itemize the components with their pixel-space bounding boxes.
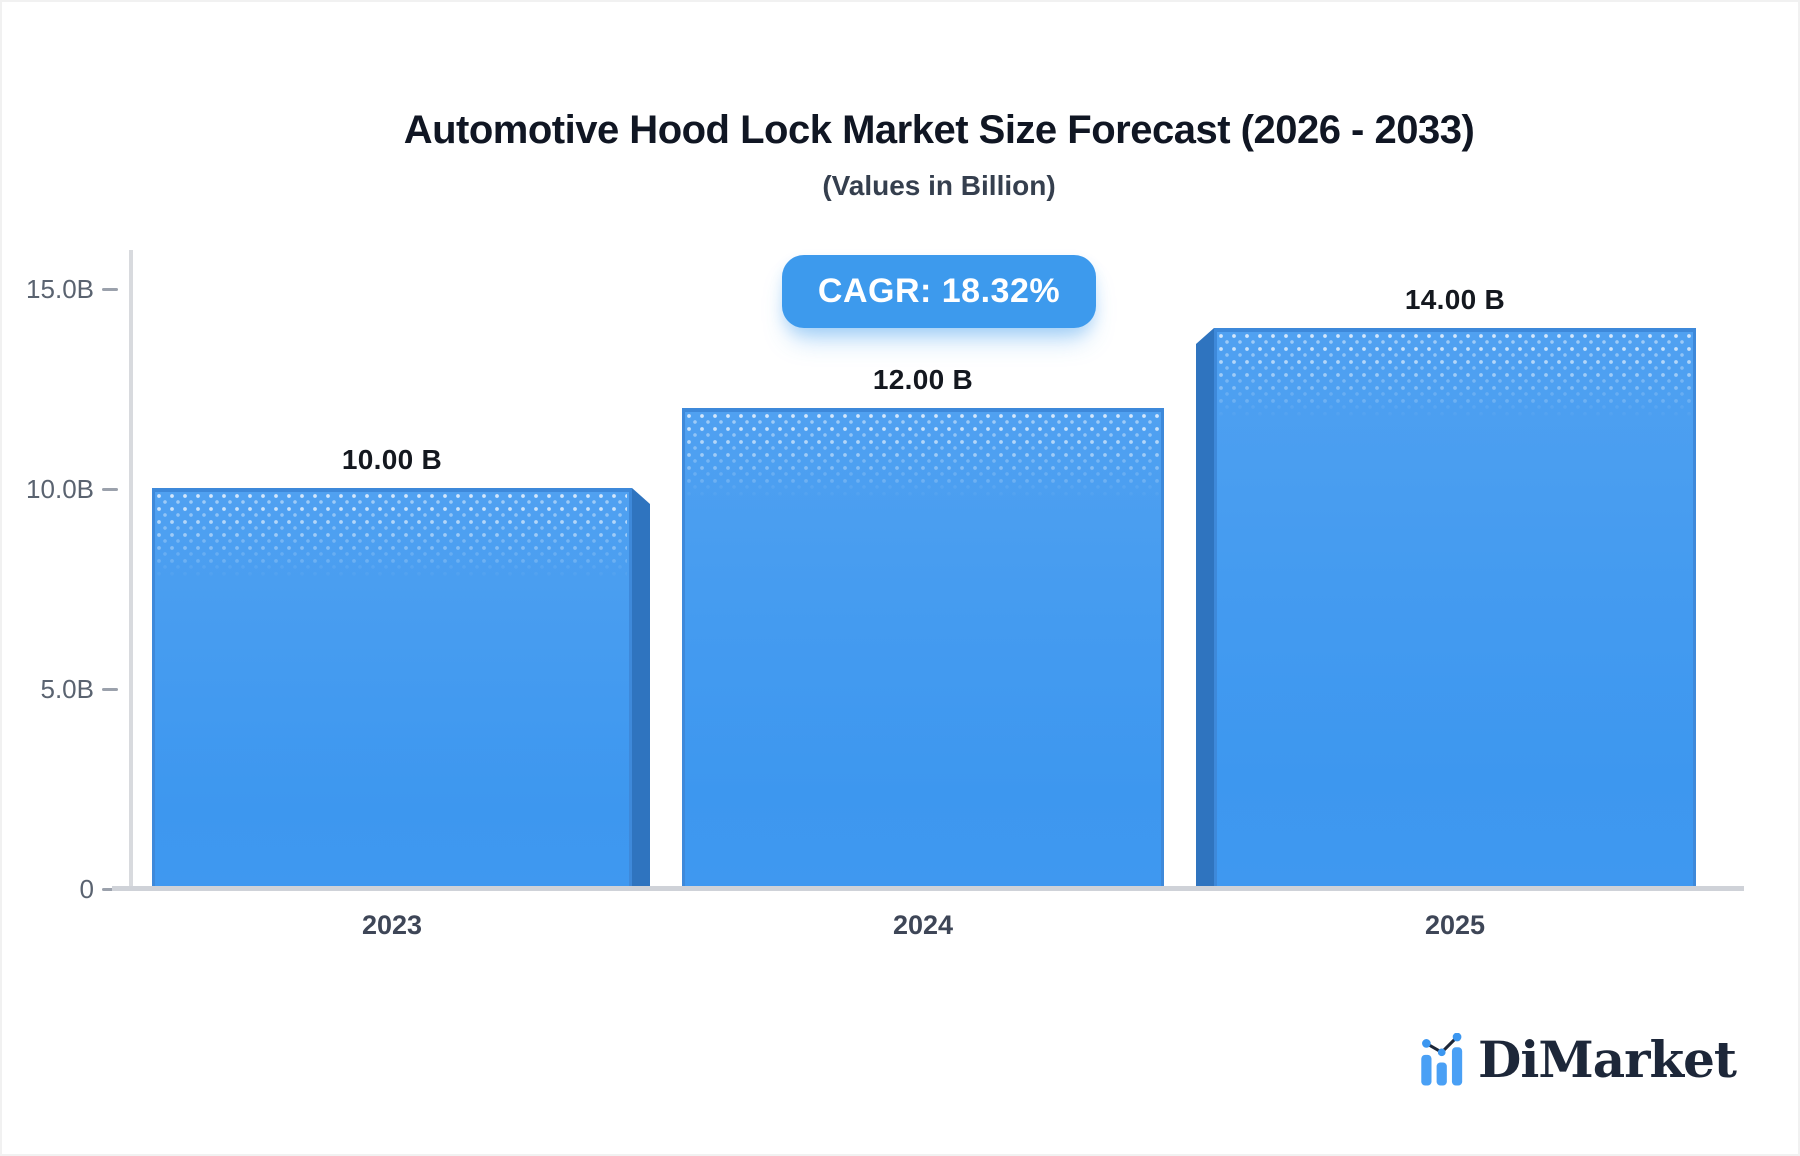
- bar-dot-texture: [1219, 334, 1691, 418]
- y-tick-label-15b: 15.0B: [26, 274, 94, 304]
- x-axis-label-2023: 2023: [361, 910, 423, 940]
- plot-area: 10.00 B 2023 12.00 B 2024 14.00 B 2025: [2, 2, 1798, 940]
- x-axis-label-2025: 2025: [1424, 910, 1486, 940]
- bar-3d-side: [1196, 328, 1214, 888]
- y-tick-label-5b: 5.0B: [40, 674, 95, 704]
- brand-logo: DiMarket: [1420, 1030, 1737, 1090]
- page-title: Automotive Hood Lock Market Size Forecas…: [403, 108, 1475, 152]
- bar-3d-side: [632, 488, 650, 888]
- chart-subtitle: (Values in Billion): [822, 170, 1056, 201]
- bar-dot-texture: [687, 414, 1159, 498]
- brand-name: DiMarket: [1478, 1030, 1737, 1089]
- y-tick-mark: [102, 888, 118, 891]
- y-tick-mark: [102, 288, 118, 291]
- y-tick-mark: [102, 488, 118, 491]
- y-tick-label-10b: 10.0B: [26, 474, 94, 504]
- x-axis-label-2024: 2024: [892, 910, 954, 940]
- x-axis-line: [112, 886, 1744, 891]
- y-tick-mark: [102, 688, 118, 691]
- y-tick-label-0: 0: [79, 874, 94, 904]
- cagr-badge: CAGR: 18.32%: [781, 255, 1097, 328]
- bar-value-label-2025: 14.00 B: [1404, 284, 1506, 315]
- y-axis-line: [129, 250, 133, 888]
- bar-2023[interactable]: [152, 488, 632, 888]
- bar-2025[interactable]: [1214, 328, 1696, 888]
- bar-dot-texture: [157, 494, 627, 578]
- bar-value-label-2024: 12.00 B: [872, 364, 974, 395]
- cagr-badge-container: CAGR: 18.32%: [134, 255, 1744, 328]
- bar-value-label-2023: 10.00 B: [341, 444, 443, 475]
- dimarket-chart-icon: [1421, 1033, 1463, 1086]
- bar-2024[interactable]: [682, 408, 1164, 888]
